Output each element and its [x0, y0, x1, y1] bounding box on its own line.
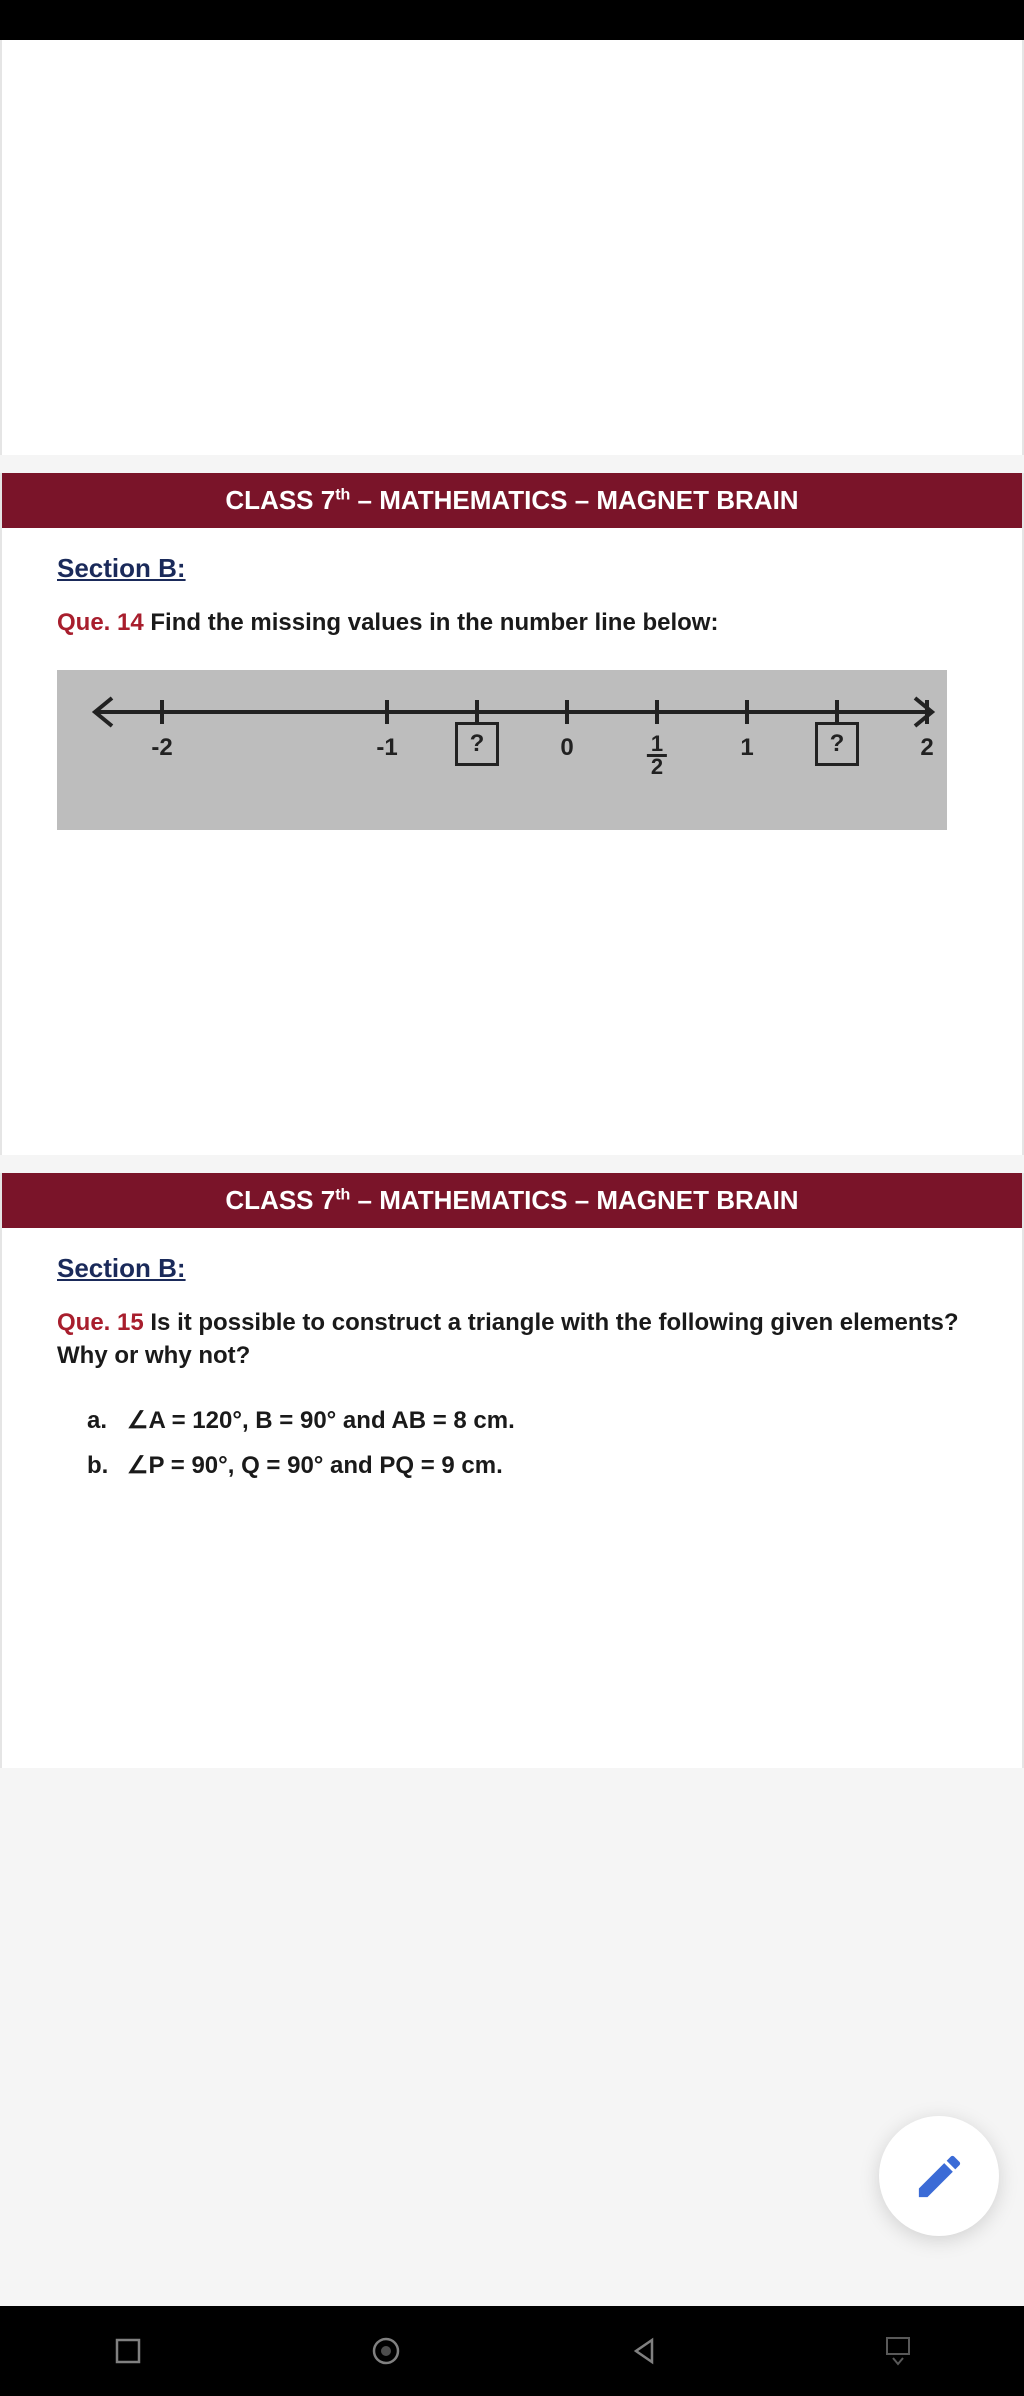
header-class: CLASS 7: [225, 1185, 335, 1215]
back-icon[interactable]: [630, 2336, 660, 2366]
question-number: Que. 15: [57, 1309, 144, 1336]
number-line-label: -2: [151, 734, 172, 762]
option-letter: b.: [87, 1452, 127, 1480]
edit-fab-button[interactable]: [879, 2116, 999, 2236]
page-whitespace: [0, 1518, 1024, 1768]
header-subject: – MATHEMATICS – MAGNET BRAIN: [350, 485, 798, 515]
section-heading: Section B:: [2, 1228, 1022, 1284]
page-gap: [0, 455, 1024, 473]
question-text: Find the missing values in the number li…: [144, 609, 719, 636]
question-15: Que. 15 Is it possible to construct a tr…: [2, 1284, 1022, 1373]
header-sup: th: [335, 486, 350, 503]
number-line-label-fraction: 12: [647, 734, 667, 779]
number-line-figure: -2 -1? 0 12 1? 2: [57, 670, 947, 830]
keyboard-hide-icon[interactable]: [885, 2336, 911, 2366]
worksheet-page-1: CLASS 7th – MATHEMATICS – MAGNET BRAIN S…: [0, 473, 1024, 860]
number-line-label: 0: [560, 734, 573, 762]
question-14: Que. 14 Find the missing values in the n…: [2, 584, 1022, 640]
number-line-unknown-box: ?: [815, 722, 859, 766]
android-nav-bar: [0, 2306, 1024, 2396]
option-letter: a.: [87, 1407, 127, 1435]
phone-status-bar: [0, 0, 1024, 40]
option-text: ∠A = 120°, B = 90° and AB = 8 cm.: [127, 1407, 515, 1434]
number-line-unknown-box: ?: [455, 722, 499, 766]
section-heading: Section B:: [2, 528, 1022, 584]
question-options: a.∠A = 120°, B = 90° and AB = 8 cm.b.∠P …: [2, 1373, 1022, 1488]
page-whitespace: [0, 860, 1024, 1155]
header-class: CLASS 7: [225, 485, 335, 515]
page-header: CLASS 7th – MATHEMATICS – MAGNET BRAIN: [2, 473, 1022, 528]
option-row: a.∠A = 120°, B = 90° and AB = 8 cm.: [87, 1398, 967, 1443]
question-number: Que. 14: [57, 609, 144, 636]
header-subject: – MATHEMATICS – MAGNET BRAIN: [350, 1185, 798, 1215]
recents-icon[interactable]: [113, 2336, 143, 2366]
pencil-icon: [912, 2149, 967, 2204]
option-text: ∠P = 90°, Q = 90° and PQ = 9 cm.: [127, 1452, 503, 1479]
number-line-svg: [57, 670, 947, 830]
number-line-label: 2: [920, 734, 933, 762]
number-line-label: -1: [376, 734, 397, 762]
page-header: CLASS 7th – MATHEMATICS – MAGNET BRAIN: [2, 1173, 1022, 1228]
number-line-label: 1: [740, 734, 753, 762]
page-whitespace: [0, 40, 1024, 455]
option-row: b.∠P = 90°, Q = 90° and PQ = 9 cm.: [87, 1443, 967, 1488]
question-text: Is it possible to construct a triangle w…: [57, 1309, 959, 1370]
page-gap: [0, 1155, 1024, 1173]
worksheet-page-2: CLASS 7th – MATHEMATICS – MAGNET BRAIN S…: [0, 1173, 1024, 1518]
header-sup: th: [335, 1186, 350, 1203]
home-icon[interactable]: [368, 2333, 404, 2369]
